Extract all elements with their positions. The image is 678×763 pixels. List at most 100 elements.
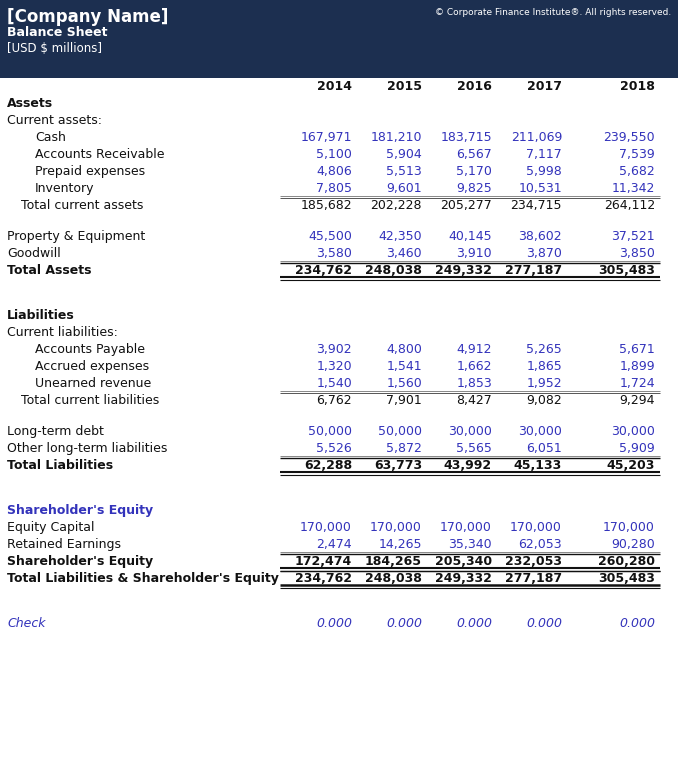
- Text: 1,865: 1,865: [526, 360, 562, 373]
- Text: 38,602: 38,602: [519, 230, 562, 243]
- Text: Cash: Cash: [35, 131, 66, 144]
- Text: 7,805: 7,805: [316, 182, 352, 195]
- Text: 5,170: 5,170: [456, 165, 492, 178]
- Text: 5,526: 5,526: [316, 442, 352, 455]
- Text: 45,500: 45,500: [308, 230, 352, 243]
- Text: 249,332: 249,332: [435, 264, 492, 277]
- Text: Shareholder's Equity: Shareholder's Equity: [7, 555, 153, 568]
- Text: 205,277: 205,277: [440, 199, 492, 212]
- Text: 63,773: 63,773: [374, 459, 422, 472]
- Text: 4,800: 4,800: [386, 343, 422, 356]
- Text: 170,000: 170,000: [370, 521, 422, 534]
- Text: 249,332: 249,332: [435, 572, 492, 585]
- Text: Balance Sheet: Balance Sheet: [7, 26, 108, 39]
- Text: 40,145: 40,145: [448, 230, 492, 243]
- Text: Total current liabilities: Total current liabilities: [21, 394, 159, 407]
- Text: Accrued expenses: Accrued expenses: [35, 360, 149, 373]
- Text: 5,513: 5,513: [386, 165, 422, 178]
- Text: 6,051: 6,051: [526, 442, 562, 455]
- Text: Goodwill: Goodwill: [7, 247, 61, 260]
- Text: 205,340: 205,340: [435, 555, 492, 568]
- Text: 9,601: 9,601: [386, 182, 422, 195]
- Text: 305,483: 305,483: [598, 572, 655, 585]
- Text: 0.000: 0.000: [316, 617, 352, 630]
- Text: Accounts Payable: Accounts Payable: [35, 343, 145, 356]
- Text: 1,724: 1,724: [620, 377, 655, 390]
- Text: 232,053: 232,053: [505, 555, 562, 568]
- Text: 1,853: 1,853: [456, 377, 492, 390]
- Text: 30,000: 30,000: [518, 425, 562, 438]
- Text: 167,971: 167,971: [300, 131, 352, 144]
- Text: © Corporate Finance Institute®. All rights reserved.: © Corporate Finance Institute®. All righ…: [435, 8, 671, 17]
- Text: 239,550: 239,550: [603, 131, 655, 144]
- Text: 170,000: 170,000: [440, 521, 492, 534]
- Text: 248,038: 248,038: [365, 572, 422, 585]
- Text: 9,825: 9,825: [456, 182, 492, 195]
- Text: Prepaid expenses: Prepaid expenses: [35, 165, 145, 178]
- Text: 42,350: 42,350: [378, 230, 422, 243]
- Text: 6,762: 6,762: [317, 394, 352, 407]
- Text: 45,203: 45,203: [607, 459, 655, 472]
- Text: 1,899: 1,899: [620, 360, 655, 373]
- Text: 234,762: 234,762: [295, 572, 352, 585]
- Text: 170,000: 170,000: [510, 521, 562, 534]
- Text: 45,133: 45,133: [514, 459, 562, 472]
- Text: 5,998: 5,998: [526, 165, 562, 178]
- Bar: [0, 0, 678, 78]
- Text: Long-term debt: Long-term debt: [7, 425, 104, 438]
- Text: Current assets:: Current assets:: [7, 114, 102, 127]
- Text: 5,909: 5,909: [619, 442, 655, 455]
- Text: Unearned revenue: Unearned revenue: [35, 377, 151, 390]
- Text: 7,117: 7,117: [526, 148, 562, 161]
- Text: 202,228: 202,228: [370, 199, 422, 212]
- Text: 62,053: 62,053: [519, 538, 562, 551]
- Text: 37,521: 37,521: [612, 230, 655, 243]
- Text: 5,682: 5,682: [619, 165, 655, 178]
- Text: 5,671: 5,671: [619, 343, 655, 356]
- Text: Other long-term liabilities: Other long-term liabilities: [7, 442, 167, 455]
- Text: 170,000: 170,000: [300, 521, 352, 534]
- Text: 0.000: 0.000: [386, 617, 422, 630]
- Text: 1,541: 1,541: [386, 360, 422, 373]
- Text: Assets: Assets: [7, 97, 53, 110]
- Text: [Company Name]: [Company Name]: [7, 8, 168, 26]
- Text: 264,112: 264,112: [603, 199, 655, 212]
- Text: 2018: 2018: [620, 80, 655, 93]
- Text: 4,912: 4,912: [456, 343, 492, 356]
- Text: 234,715: 234,715: [511, 199, 562, 212]
- Text: 3,460: 3,460: [386, 247, 422, 260]
- Text: 1,662: 1,662: [456, 360, 492, 373]
- Text: 3,870: 3,870: [526, 247, 562, 260]
- Text: 11,342: 11,342: [612, 182, 655, 195]
- Text: 1,560: 1,560: [386, 377, 422, 390]
- Text: 234,762: 234,762: [295, 264, 352, 277]
- Text: 30,000: 30,000: [448, 425, 492, 438]
- Text: 0.000: 0.000: [456, 617, 492, 630]
- Text: 184,265: 184,265: [365, 555, 422, 568]
- Text: 3,580: 3,580: [316, 247, 352, 260]
- Text: Check: Check: [7, 617, 45, 630]
- Text: Retained Earnings: Retained Earnings: [7, 538, 121, 551]
- Text: 172,474: 172,474: [295, 555, 352, 568]
- Text: 7,539: 7,539: [619, 148, 655, 161]
- Text: 1,952: 1,952: [526, 377, 562, 390]
- Text: 2,474: 2,474: [317, 538, 352, 551]
- Text: 43,992: 43,992: [444, 459, 492, 472]
- Text: Current liabilities:: Current liabilities:: [7, 326, 118, 339]
- Text: 5,904: 5,904: [386, 148, 422, 161]
- Text: 2015: 2015: [387, 80, 422, 93]
- Text: Total Assets: Total Assets: [7, 264, 92, 277]
- Text: 8,427: 8,427: [456, 394, 492, 407]
- Text: 0.000: 0.000: [619, 617, 655, 630]
- Text: 62,288: 62,288: [304, 459, 352, 472]
- Text: 181,210: 181,210: [370, 131, 422, 144]
- Text: 50,000: 50,000: [378, 425, 422, 438]
- Text: 185,682: 185,682: [300, 199, 352, 212]
- Text: 1,320: 1,320: [317, 360, 352, 373]
- Text: 5,100: 5,100: [316, 148, 352, 161]
- Text: Property & Equipment: Property & Equipment: [7, 230, 145, 243]
- Text: 211,069: 211,069: [511, 131, 562, 144]
- Text: Total Liabilities: Total Liabilities: [7, 459, 113, 472]
- Text: Total Liabilities & Shareholder's Equity: Total Liabilities & Shareholder's Equity: [7, 572, 279, 585]
- Text: Equity Capital: Equity Capital: [7, 521, 94, 534]
